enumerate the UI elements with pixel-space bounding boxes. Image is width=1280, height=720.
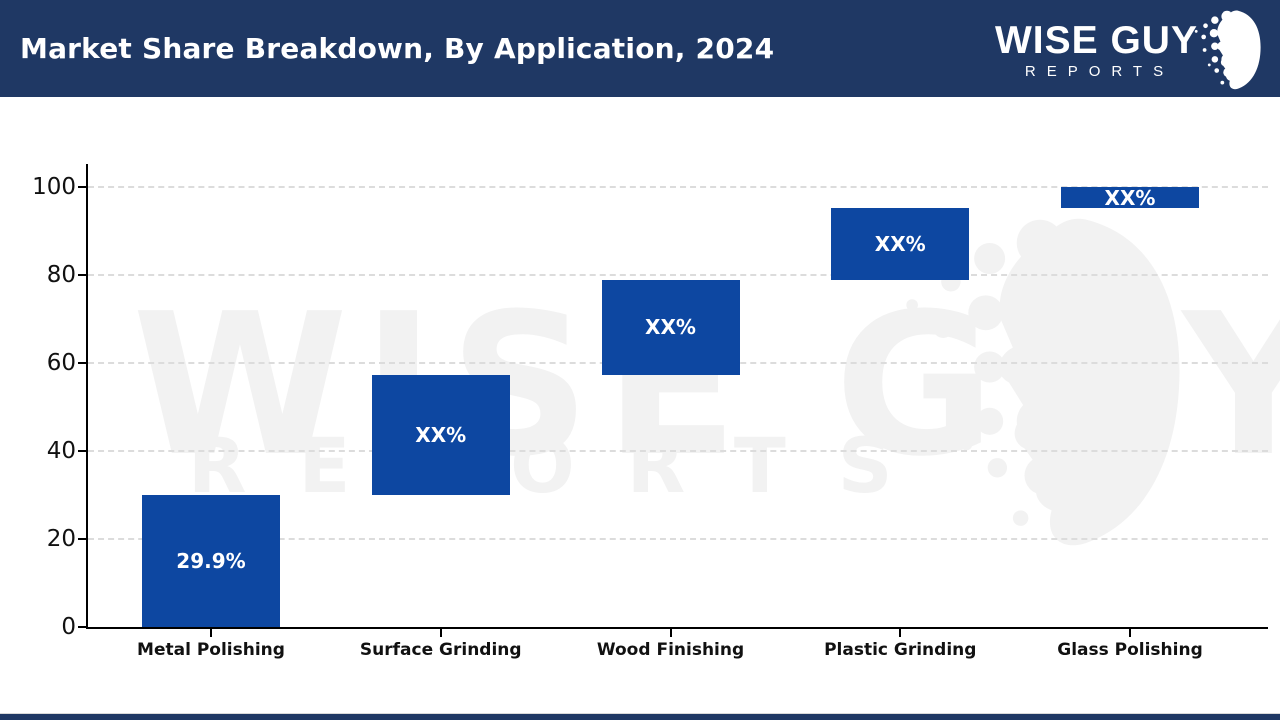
x-tick-mark	[439, 629, 442, 637]
y-tick-label: 0	[61, 614, 76, 640]
category-label: Glass Polishing	[1057, 640, 1203, 660]
category-label: Plastic Grinding	[824, 640, 977, 660]
gridline-100	[88, 186, 1268, 188]
y-tick-mark	[78, 186, 86, 188]
category-label: Wood Finishing	[596, 640, 745, 660]
y-tick-label: 100	[32, 174, 76, 200]
chart-area: 0 20 40 60 80 100 29.9% Metal Polishing XX% Surfa…	[0, 97, 1280, 714]
y-axis	[86, 164, 88, 629]
watermark-subtitle: REPORTS	[188, 421, 945, 510]
bar-value-label: XX%	[645, 315, 696, 340]
y-tick-mark	[78, 538, 86, 540]
page-title: Market Share Breakdown, By Application, …	[20, 32, 775, 65]
logo-wordmark: WISE GUY	[994, 18, 1198, 62]
bar-value-label: XX%	[874, 231, 926, 256]
bar-value-label: XX%	[415, 423, 467, 448]
bar-glass-polishing: XX%	[1061, 185, 1199, 210]
y-tick-mark	[78, 274, 86, 276]
x-axis	[86, 627, 1268, 629]
y-tick-label: 20	[46, 526, 76, 552]
y-tick-label: 60	[46, 350, 76, 376]
wiseguy-logo: WISE GUY REPORTS	[995, 6, 1266, 94]
bar-metal-polishing: 29.9%	[142, 495, 280, 627]
x-tick-mark	[669, 629, 672, 637]
footer-bar	[0, 713, 1280, 720]
logo-text: WISE GUY REPORTS	[995, 21, 1198, 80]
category-label: Metal Polishing	[137, 640, 285, 660]
category-label: Surface Grinding	[359, 640, 522, 660]
x-tick-mark	[1129, 629, 1131, 637]
gridline-80	[88, 274, 1268, 276]
x-tick-mark	[210, 629, 212, 637]
logo-subtitle: REPORTS	[1024, 62, 1175, 80]
y-tick-mark	[78, 362, 86, 364]
x-tick-mark	[899, 629, 902, 637]
y-tick-mark	[78, 450, 86, 452]
wiseguy-head-icon	[1194, 10, 1261, 90]
bar-value-label: 29.9%	[176, 549, 246, 574]
bar-plastic-grinding: XX%	[831, 208, 970, 280]
gridline-40	[88, 450, 1268, 452]
y-tick-mark	[78, 626, 86, 628]
bar-surface-grinding: XX%	[371, 374, 510, 496]
header-bar: Market Share Breakdown, By Application, …	[0, 0, 1280, 97]
bar-wood-finishing: XX%	[601, 279, 740, 375]
y-tick-label: 40	[46, 438, 76, 464]
gridline-20	[88, 538, 1268, 540]
bar-value-label: XX%	[1104, 185, 1156, 210]
y-tick-label: 80	[46, 262, 76, 288]
